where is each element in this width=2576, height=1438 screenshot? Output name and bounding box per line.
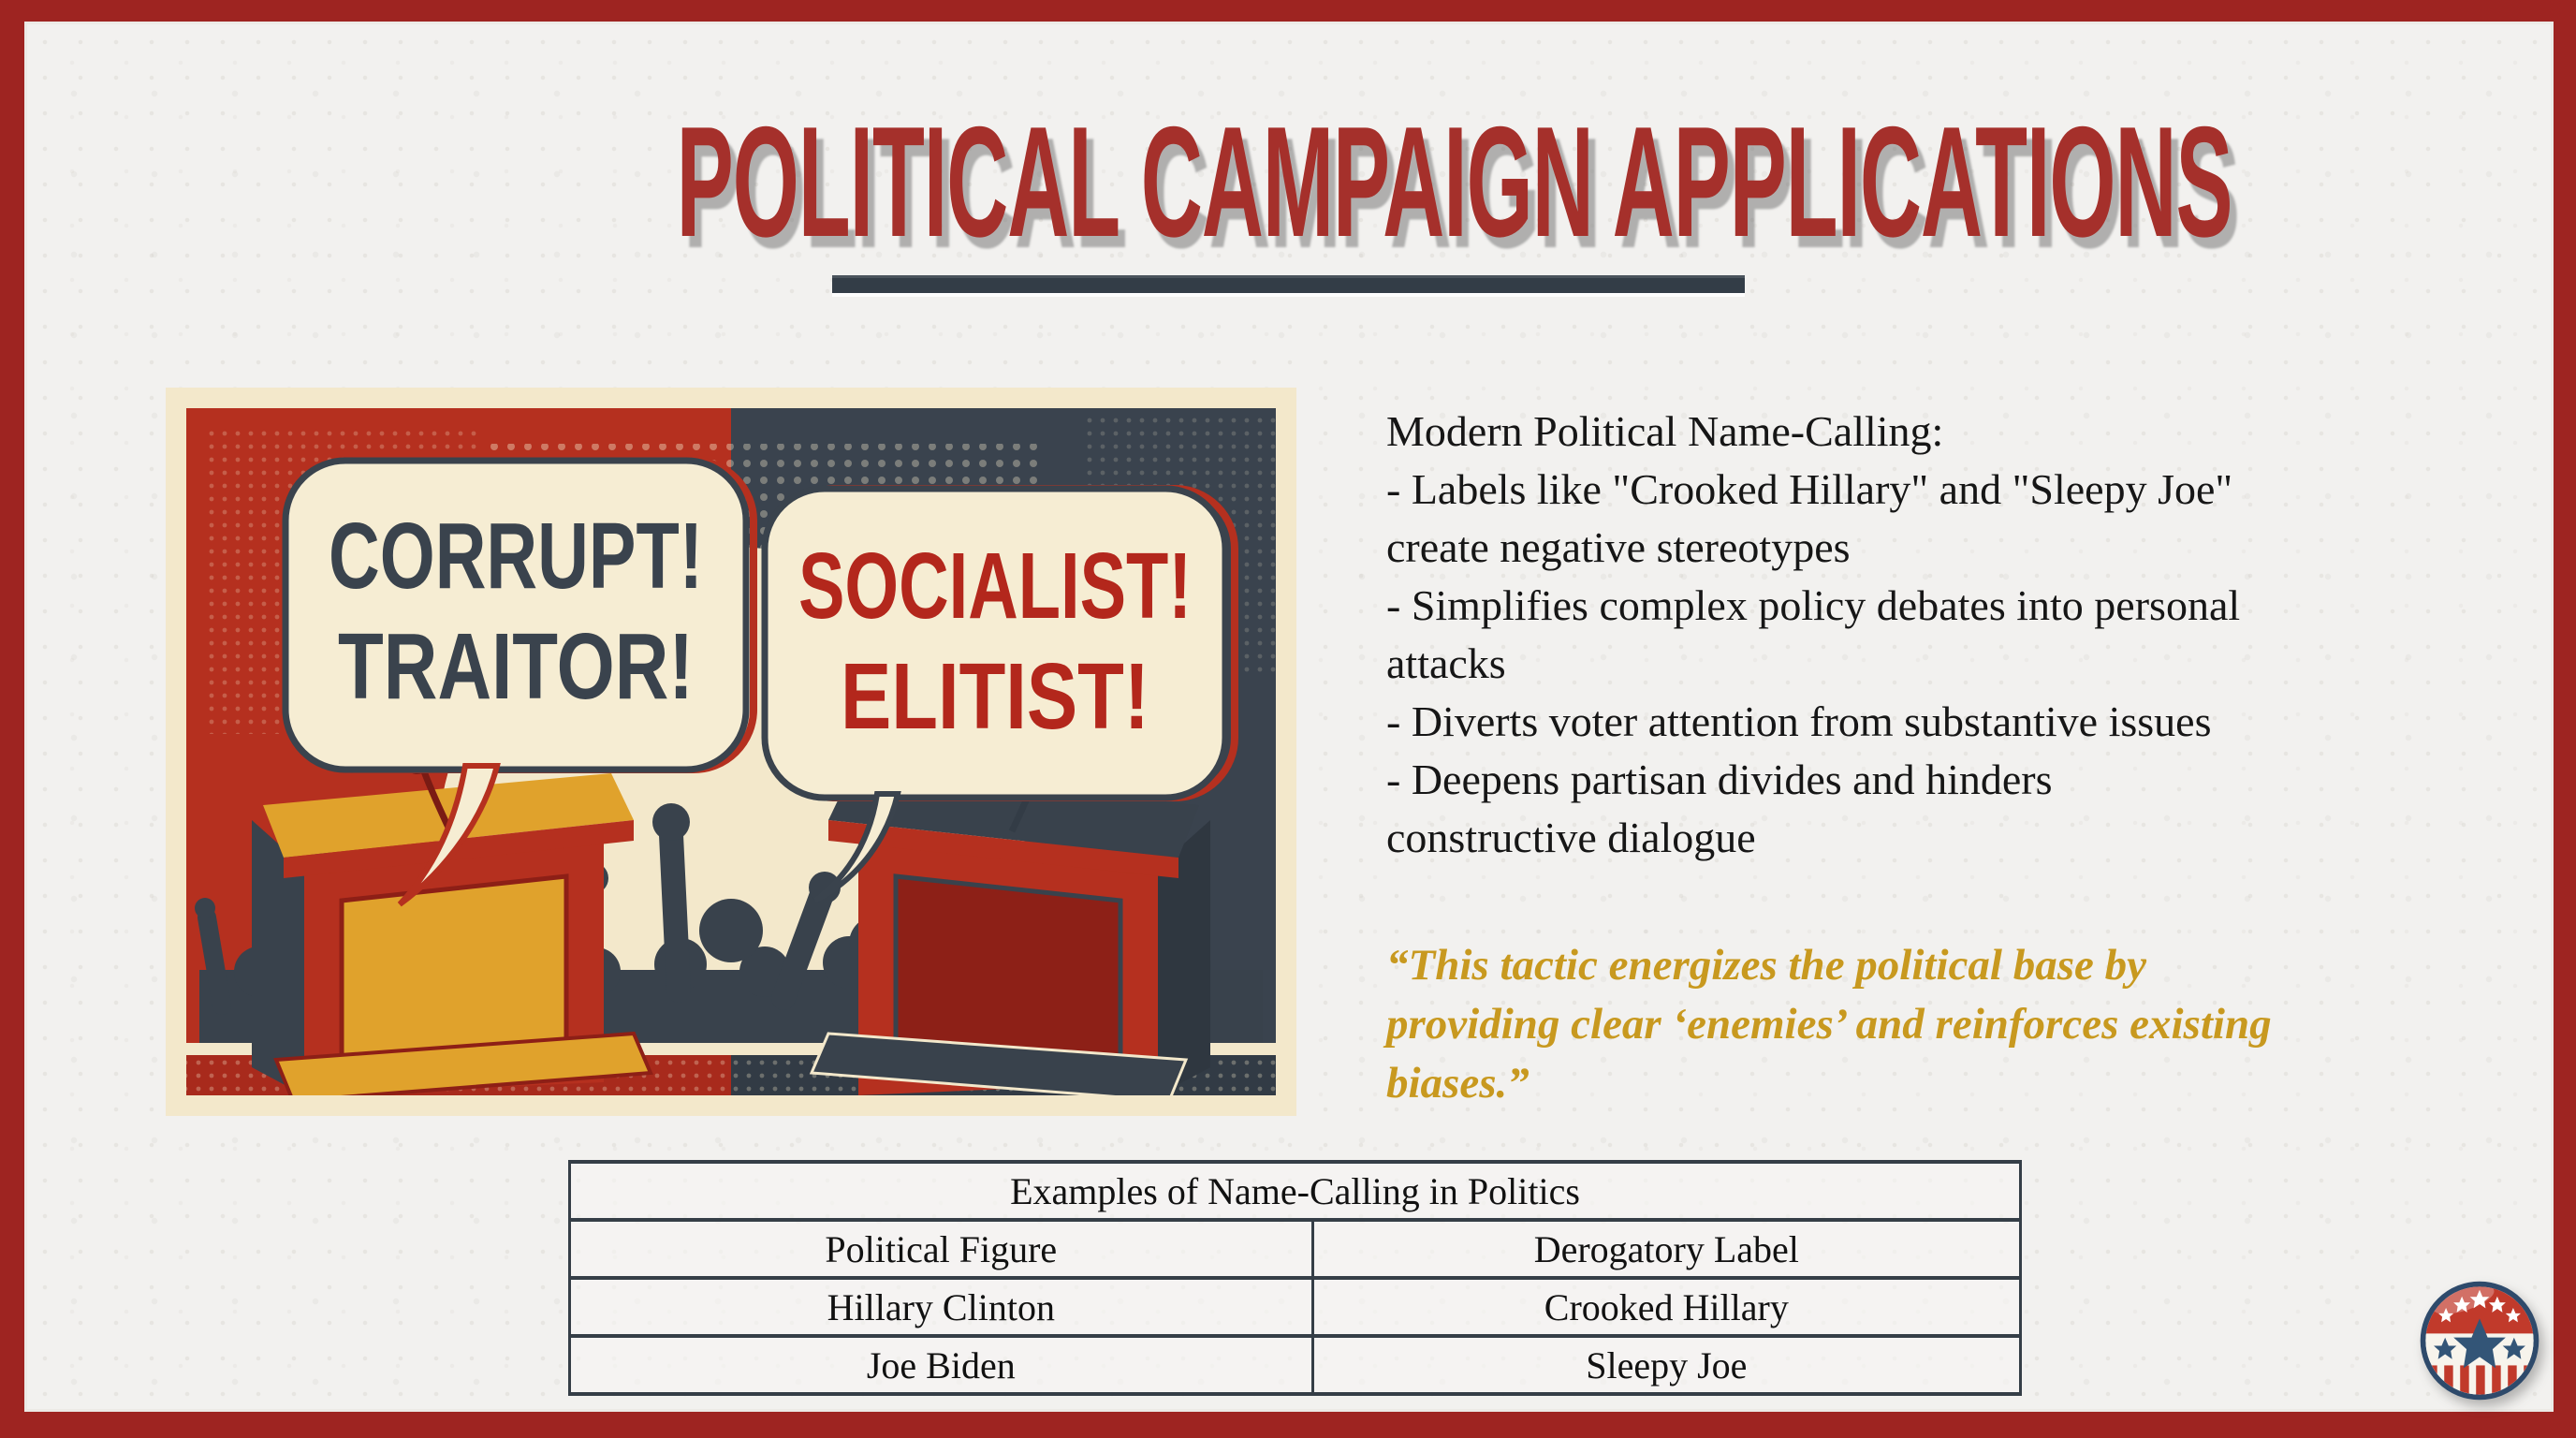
cell-figure: Joe Biden (568, 1334, 1314, 1396)
left-speech-bubble (282, 457, 757, 907)
left-bubble-text-line2: TRAITOR! (338, 614, 694, 719)
cell-label: Crooked Hillary (1310, 1276, 2023, 1338)
page-title: POLITICAL CAMPAIGN APPLICATIONS (676, 94, 2233, 270)
right-bubble-text-line2: ELITIST! (841, 644, 1149, 749)
examples-table: Examples of Name-Calling in Politics Pol… (568, 1160, 2023, 1396)
propaganda-poster: CORRUPT! TRAITOR! SOCIALIST! ELITIST! (166, 388, 1296, 1116)
right-bubble-text-line1: SOCIALIST! (798, 534, 1192, 638)
tactic-quote: “This tactic energizes the political bas… (1386, 941, 2272, 1108)
bullet-simplifies: - Simplifies complex policy debates into… (1386, 581, 2241, 687)
header-political-figure: Political Figure (568, 1218, 1314, 1280)
patriotic-star-badge-icon (2416, 1277, 2543, 1404)
table-row: Joe Biden Sleepy Joe (568, 1334, 2023, 1396)
content-heading: Modern Political Name-Calling: (1386, 407, 1944, 455)
table-header-row: Political Figure Derogatory Label (568, 1218, 2023, 1280)
bullet-diverts: - Diverts voter attention from substanti… (1386, 697, 2212, 745)
left-bubble-text-line1: CORRUPT! (329, 504, 703, 609)
content-text-block: Modern Political Name-Calling: - Labels … (1386, 403, 2547, 1113)
table-title-cell: Examples of Name-Calling in Politics (568, 1160, 2022, 1222)
bullet-labels: - Labels like "Crooked Hillary" and "Sle… (1386, 465, 2233, 571)
right-speech-bubble (761, 485, 1238, 903)
propaganda-poster-illustration: CORRUPT! TRAITOR! SOCIALIST! ELITIST! (166, 388, 1296, 1116)
bullet-deepens: - Deepens partisan divides and hinders c… (1386, 756, 2053, 861)
table-title-row: Examples of Name-Calling in Politics (568, 1160, 2022, 1222)
table-row: Hillary Clinton Crooked Hillary (568, 1276, 2023, 1338)
title-wrap: POLITICAL CAMPAIGN APPLICATIONS (27, 103, 2551, 260)
cell-figure: Hillary Clinton (568, 1276, 1314, 1338)
title-divider (832, 275, 1745, 293)
slide-canvas: POLITICAL CAMPAIGN APPLICATIONS (27, 24, 2551, 1409)
right-podium (809, 773, 1210, 1095)
header-derogatory-label: Derogatory Label (1310, 1218, 2023, 1280)
cell-label: Sleepy Joe (1310, 1334, 2023, 1396)
